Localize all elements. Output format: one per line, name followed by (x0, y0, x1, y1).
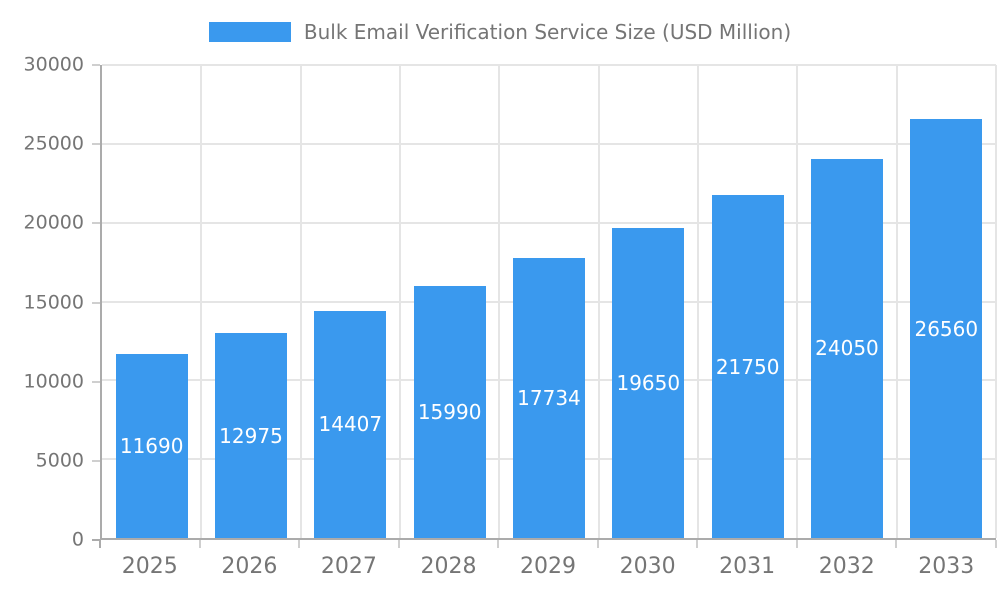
x-tick-mark (298, 540, 301, 548)
bar-value-label: 21750 (715, 354, 780, 379)
x-tick-mark (895, 540, 898, 548)
bar-category: 19650 (599, 65, 698, 538)
gridline-vertical (696, 65, 699, 538)
legend-item[interactable]: Bulk Email Verification Service Size (US… (208, 20, 792, 44)
x-tick-label: 2025 (121, 554, 178, 579)
bar-value-label: 17734 (517, 386, 581, 411)
bar-value-label: 12975 (219, 423, 283, 448)
bar-value-label: 24050 (815, 336, 879, 361)
y-tick-label: 5000 (35, 449, 84, 472)
x-tick-mark (696, 540, 699, 548)
x-tick-label: 2027 (320, 554, 377, 579)
bar-2030: 19650 (612, 228, 685, 538)
y-tick-mark (92, 301, 100, 304)
y-tick-label: 10000 (23, 370, 84, 393)
gridline-vertical (895, 65, 898, 538)
x-tick-label: 2033 (918, 554, 975, 579)
bar-category: 17734 (499, 65, 598, 538)
x-axis-ticks (99, 540, 997, 548)
y-tick-mark (92, 459, 100, 462)
gridline-vertical (398, 65, 401, 538)
gridline-horizontal (102, 64, 996, 66)
bar-2027: 14407 (314, 310, 387, 538)
x-tick-label: 2029 (520, 554, 577, 579)
bar-category: 21750 (698, 65, 797, 538)
gridline-horizontal (102, 142, 996, 145)
y-tick-mark (92, 64, 100, 66)
bar-2029: 17734 (512, 258, 585, 538)
bar-2026: 12975 (214, 333, 287, 538)
bar-category: 26560 (897, 65, 996, 538)
y-tick-mark (92, 143, 100, 146)
bar-value-label: 11690 (119, 433, 184, 458)
bars-layer: 11690 12975 14407 15990 17734 19650 21750 24050… (102, 65, 996, 538)
x-tick-mark (497, 540, 500, 548)
bar-value-label: 15990 (417, 399, 482, 424)
chart-legend: Bulk Email Verification Service Size (US… (0, 20, 1000, 44)
bar-2031: 21750 (711, 195, 784, 538)
x-tick-label: 2028 (420, 554, 477, 579)
y-tick-label: 0 (71, 528, 84, 551)
y-tick-label: 25000 (23, 132, 84, 155)
bar-2025: 11690 (115, 353, 188, 538)
y-tick-label: 15000 (23, 291, 84, 313)
bar-value-label: 19650 (616, 371, 681, 396)
x-tick-mark (596, 540, 599, 548)
y-axis-ticks (92, 64, 100, 541)
x-tick-label: 2026 (221, 554, 278, 579)
x-tick-label: 2030 (619, 554, 676, 579)
y-tick-mark (92, 539, 100, 541)
gridline-vertical (995, 65, 997, 538)
bar-value-label: 14407 (318, 412, 383, 437)
x-tick-mark (198, 540, 201, 548)
x-tick-mark (99, 540, 101, 548)
bar-category: 12975 (201, 65, 300, 538)
legend-swatch-icon (208, 22, 291, 42)
y-axis-labels: 0 5000 10000 15000 20000 25000 30000 (0, 55, 84, 549)
bar-value-label: 26560 (914, 316, 979, 341)
legend-label: Bulk Email Verification Service Size (US… (303, 20, 792, 44)
gridline-vertical (299, 65, 302, 538)
y-tick-label: 20000 (23, 211, 84, 234)
y-tick-label: 30000 (23, 53, 84, 76)
gridline-vertical (498, 65, 501, 538)
plot-area: 11690 12975 14407 15990 17734 19650 21750 24050… (100, 64, 997, 540)
x-tick-mark (795, 540, 798, 548)
bar-category: 14407 (301, 65, 400, 538)
gridline-vertical (597, 65, 600, 538)
x-tick-label: 2031 (719, 554, 776, 579)
y-tick-mark (92, 380, 100, 383)
bar-category: 15990 (400, 65, 499, 538)
gridline-vertical (200, 65, 203, 538)
x-tick-mark (995, 540, 997, 548)
y-tick-mark (92, 222, 100, 225)
bar-2033: 26560 (910, 119, 983, 538)
x-tick-mark (397, 540, 400, 548)
bar-category: 11690 (102, 65, 201, 538)
x-axis-labels: 2025 2026 2027 2028 2029 2030 2031 2032 2033 (100, 554, 996, 579)
bar-2028: 15990 (413, 285, 486, 538)
x-tick-label: 2032 (818, 554, 875, 579)
gridline-vertical (796, 65, 799, 538)
bar-category: 24050 (797, 65, 896, 538)
bar-2032: 24050 (810, 158, 883, 538)
gridline-horizontal (102, 221, 996, 224)
